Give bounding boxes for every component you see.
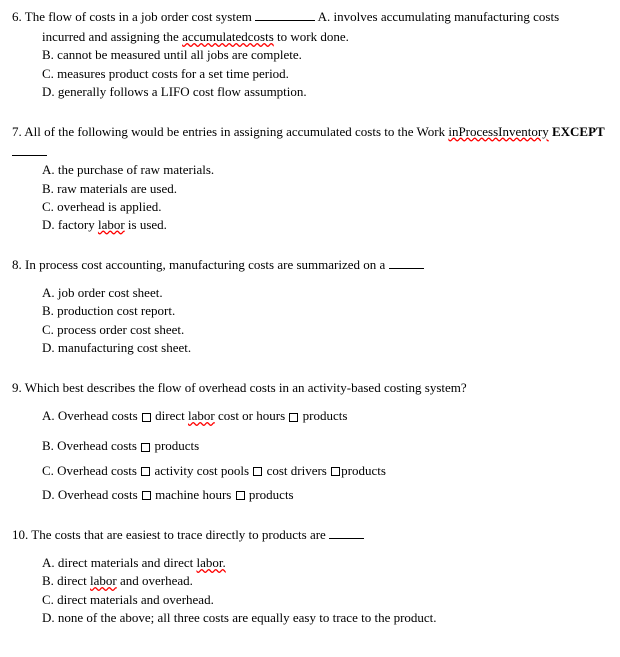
q10-text: The costs that are easiest to trace dire… (31, 527, 329, 542)
arrow-box-icon (141, 467, 150, 476)
q10-option-c: C. direct materials and overhead. (42, 591, 608, 609)
arrow-box-icon (142, 491, 151, 500)
q10b-squiggle: labor (90, 573, 117, 588)
q6-squiggle: accumulatedcosts (182, 29, 274, 44)
question-10: 10. The costs that are easiest to trace … (12, 526, 608, 627)
q7-option-d: D. factory labor is used. (42, 216, 608, 234)
q9b-p2: products (151, 438, 199, 453)
question-6: 6. The flow of costs in a job order cost… (12, 8, 608, 101)
blank-line (12, 144, 47, 156)
q9c-p2: activity cost pools (151, 463, 252, 478)
q8-number: 8. (12, 257, 22, 272)
arrow-box-icon (253, 467, 262, 476)
q9d-p1: D. Overhead costs (42, 487, 141, 502)
question-8-text: 8. In process cost accounting, manufactu… (12, 256, 608, 274)
q10b-after: and overhead. (117, 573, 193, 588)
q7-number: 7. (12, 124, 22, 139)
question-7: 7. All of the following would be entries… (12, 123, 608, 234)
q8-text: In process cost accounting, manufacturin… (25, 257, 389, 272)
q9-option-a: A. Overhead costs direct labor cost or h… (42, 407, 608, 425)
q9-number: 9. (12, 380, 22, 395)
q10-number: 10. (12, 527, 28, 542)
arrow-box-icon (236, 491, 245, 500)
q9c-p4: products (341, 463, 386, 478)
arrow-box-icon (331, 467, 340, 476)
question-6-text: 6. The flow of costs in a job order cost… (12, 8, 608, 26)
q10-options: A. direct materials and direct labor. B.… (12, 554, 608, 627)
q10a-squiggle: labor. (197, 555, 226, 570)
q7-squiggle: inProcessInventory (448, 124, 548, 139)
q8-option-a: A. job order cost sheet. (42, 284, 608, 302)
q6-number: 6. (12, 9, 22, 24)
q7-blank-line (12, 143, 608, 161)
arrow-box-icon (142, 413, 151, 422)
q6-option-c: C. measures product costs for a set time… (42, 65, 608, 83)
q6-cont-before: incurred and assigning the (42, 29, 182, 44)
q10-option-b: B. direct labor and overhead. (42, 572, 608, 590)
question-9: 9. Which best describes the flow of over… (12, 379, 608, 504)
q8-option-c: C. process order cost sheet. (42, 321, 608, 339)
q7-option-c: C. overhead is applied. (42, 198, 608, 216)
q10a-before: A. direct materials and direct (42, 555, 197, 570)
q6-cont-after: to work done. (274, 29, 349, 44)
q7-text-before: All of the following would be entries in… (24, 124, 448, 139)
question-10-text: 10. The costs that are easiest to trace … (12, 526, 608, 544)
q7-except: EXCEPT (549, 124, 605, 139)
q9a-squiggle: labor (188, 408, 215, 423)
q9c-p1: C. Overhead costs (42, 463, 140, 478)
arrow-box-icon (289, 413, 298, 422)
q9d-p2: machine hours (152, 487, 235, 502)
q8-options: A. job order cost sheet. B. production c… (12, 284, 608, 357)
question-8: 8. In process cost accounting, manufactu… (12, 256, 608, 357)
q9a-p3: cost or hours (215, 408, 289, 423)
q6-continuation: incurred and assigning the accumulatedco… (12, 28, 608, 46)
q9a-p4: products (299, 408, 347, 423)
q9-option-b: B. Overhead costs products (42, 437, 608, 455)
q6-text-after: A. involves accumulating manufacturing c… (315, 9, 559, 24)
q6-option-d: D. generally follows a LIFO cost flow as… (42, 83, 608, 101)
q6-text-before: The flow of costs in a job order cost sy… (25, 9, 255, 24)
q9-option-c: C. Overhead costs activity cost pools co… (42, 462, 608, 480)
q8-option-d: D. manufacturing cost sheet. (42, 339, 608, 357)
q8-option-b: B. production cost report. (42, 302, 608, 320)
q10b-before: B. direct (42, 573, 90, 588)
blank-line (329, 527, 364, 539)
q9-options: A. Overhead costs direct labor cost or h… (12, 407, 608, 504)
q6-options: B. cannot be measured until all jobs are… (12, 46, 608, 101)
q9-option-d: D. Overhead costs machine hours products (42, 486, 608, 504)
q10-option-a: A. direct materials and direct labor. (42, 554, 608, 572)
blank-line (389, 257, 424, 269)
q7-d-before: D. factory (42, 217, 98, 232)
q7-d-squiggle: labor (98, 217, 125, 232)
q7-option-b: B. raw materials are used. (42, 180, 608, 198)
blank-line (255, 9, 315, 21)
question-7-text: 7. All of the following would be entries… (12, 123, 608, 141)
q9a-p1: A. Overhead costs (42, 408, 141, 423)
q9b-p1: B. Overhead costs (42, 438, 140, 453)
q9-text: Which best describes the flow of overhea… (25, 380, 467, 395)
q10-option-d: D. none of the above; all three costs ar… (42, 609, 608, 627)
q6-option-b: B. cannot be measured until all jobs are… (42, 46, 608, 64)
q9a-p2: direct (152, 408, 188, 423)
q7-d-after: is used. (125, 217, 167, 232)
q7-options: A. the purchase of raw materials. B. raw… (12, 161, 608, 234)
arrow-box-icon (141, 443, 150, 452)
q9c-p3: cost drivers (263, 463, 330, 478)
q7-option-a: A. the purchase of raw materials. (42, 161, 608, 179)
q9d-p3: products (246, 487, 294, 502)
question-9-text: 9. Which best describes the flow of over… (12, 379, 608, 397)
